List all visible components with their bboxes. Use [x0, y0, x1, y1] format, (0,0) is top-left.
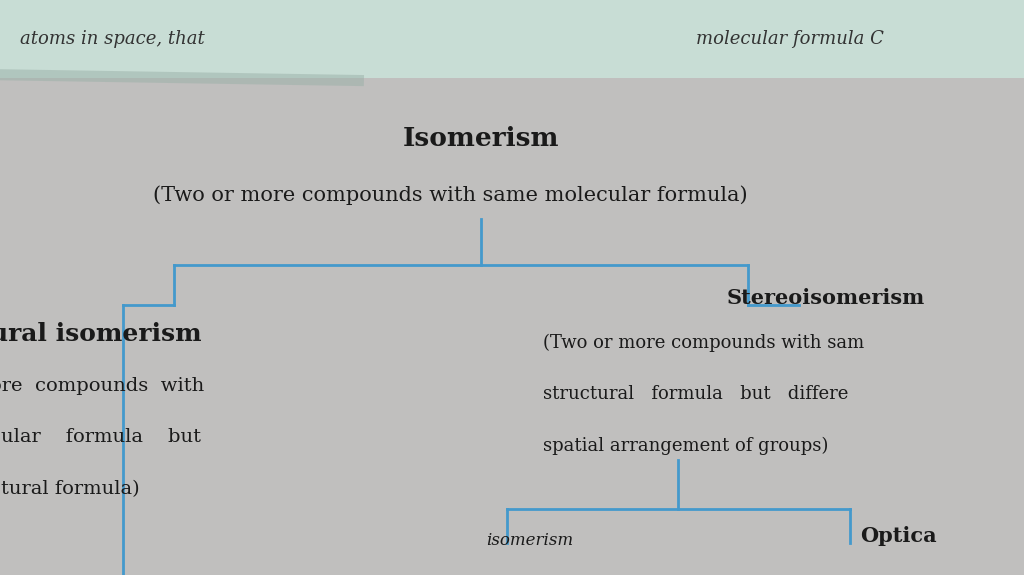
Text: isomerism: isomerism	[486, 532, 573, 549]
Bar	[0, 78, 1024, 575]
Text: (Two or more compounds with sam: (Two or more compounds with sam	[543, 334, 864, 352]
Text: (Two or more compounds with same molecular formula): (Two or more compounds with same molecul…	[154, 186, 748, 205]
Text: ore  compounds  with: ore compounds with	[0, 377, 204, 394]
Text: ctural formula): ctural formula)	[0, 480, 139, 498]
Text: spatial arrangement of groups): spatial arrangement of groups)	[543, 437, 828, 455]
Text: Optica: Optica	[860, 526, 937, 546]
Text: ural isomerism: ural isomerism	[0, 322, 202, 346]
Text: structural   formula   but   differe: structural formula but differe	[543, 385, 848, 403]
Text: atoms in space, that: atoms in space, that	[20, 30, 205, 48]
Bar	[0, 0, 1024, 78]
Text: cular    formula    but: cular formula but	[0, 428, 201, 446]
Text: Isomerism: Isomerism	[403, 125, 559, 151]
Text: Stereoisomerism: Stereoisomerism	[727, 288, 926, 308]
Text: molecular formula C: molecular formula C	[696, 30, 884, 48]
